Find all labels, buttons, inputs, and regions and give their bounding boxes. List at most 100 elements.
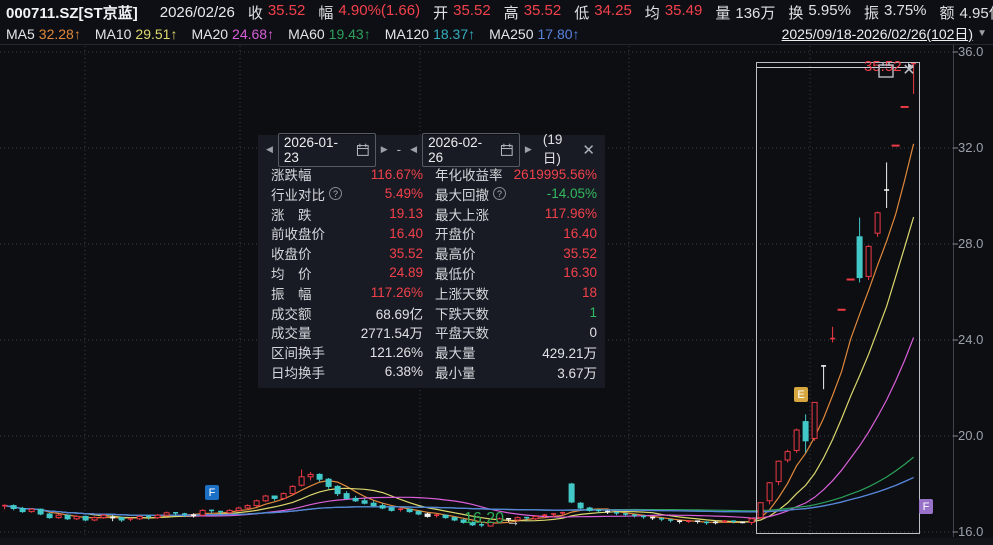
- ma-label: MA10: [94, 25, 132, 42]
- event-badge-e[interactable]: E: [794, 387, 808, 402]
- candle-body: [487, 521, 494, 527]
- stat-value: 24.89: [389, 265, 423, 281]
- ma-value: 17.80↑: [537, 25, 580, 42]
- stat-label: 最大量: [435, 346, 476, 362]
- stat-label: 区间换手: [271, 346, 325, 362]
- stat-lowest-price: 最低价 16.30: [423, 263, 597, 283]
- panel-close-icon[interactable]: ✕: [582, 141, 595, 159]
- y-axis-label: 32.0: [958, 140, 984, 155]
- stat-label: 成交额: [271, 306, 312, 322]
- stat-label: 涨 跌: [271, 207, 312, 223]
- stat-value: 35.52: [389, 245, 423, 261]
- stat-value: 6.38%: [384, 364, 423, 380]
- stat-up-days: 上涨天数 18: [423, 283, 597, 303]
- candle-body: [811, 401, 818, 439]
- ma-value: 18.37↑: [433, 25, 476, 42]
- candle-body: [775, 460, 782, 483]
- topbar-field-change: 幅 4.90%(1.66): [318, 2, 420, 23]
- start-date-next-icon[interactable]: ▶: [380, 144, 388, 154]
- candle-body: [199, 509, 206, 516]
- stat-max-drawdown: 最大回撤? -14.05%: [423, 184, 597, 204]
- ma-value: 19.43↑: [328, 25, 371, 42]
- ma60-legend[interactable]: MA60 19.43↑: [288, 26, 371, 42]
- field-label: 幅: [318, 4, 334, 22]
- stat-value: 19.13: [389, 206, 423, 222]
- ma20-legend[interactable]: MA20 24.68↑: [191, 26, 274, 42]
- stat-avg-price: 均 价 24.89: [271, 263, 423, 283]
- calendar-icon: [501, 143, 513, 156]
- help-icon[interactable]: ?: [329, 187, 342, 201]
- calendar-icon: [357, 143, 369, 156]
- field-value: 5.95%: [808, 1, 851, 19]
- candle-body: [757, 502, 764, 519]
- range-stats-rows: 涨跌幅 116.67% 年化收益率 2619995.56% 行业对比? 5.49% 最大回撤…: [258, 164, 605, 382]
- event-badge-f[interactable]: F: [205, 485, 219, 500]
- candle-body: [406, 508, 413, 513]
- stat-value: 16.40: [389, 225, 423, 241]
- ma-label: MA5: [6, 25, 35, 42]
- ma10-legend[interactable]: MA10 29.51↑: [95, 26, 178, 42]
- high-price-line: [757, 67, 910, 68]
- candle-body: [568, 483, 575, 503]
- stat-value: 16.30: [563, 265, 597, 281]
- high-price-label: 35.52: [864, 58, 902, 75]
- candle-body: [352, 497, 359, 502]
- start-date-picker[interactable]: 2026-01-23: [277, 132, 376, 167]
- stat-range-turnover: 区间换手 121.26%: [271, 342, 423, 362]
- stat-label: 均 价: [271, 266, 312, 282]
- field-label: 低: [574, 4, 590, 22]
- stat-daily-turnover: 日均换手 6.38%: [271, 362, 423, 382]
- candle-body: [289, 485, 296, 495]
- end-date-picker[interactable]: 2026-02-26: [422, 132, 520, 167]
- help-icon[interactable]: ?: [493, 187, 506, 201]
- stat-close-price: 收盘价 35.52: [271, 243, 423, 263]
- candle-body: [154, 514, 161, 519]
- stat-value: 2619995.56%: [513, 166, 597, 182]
- stat-label: 日均换手: [271, 365, 325, 381]
- stat-industry-compare: 行业对比? 5.49%: [271, 184, 423, 204]
- ma250-legend[interactable]: MA250 17.80↑: [489, 26, 579, 42]
- field-label: 振: [863, 4, 879, 22]
- stat-value: 3.67万: [557, 365, 597, 381]
- range-stats-header: ◀ 2026-01-23 ▶ - ◀ 2026-02-26 ▶ (19日) ✕: [258, 132, 605, 167]
- stat-value: 1: [589, 305, 597, 321]
- end-date-value: 2026-02-26: [428, 134, 483, 165]
- candle-body: [226, 509, 233, 514]
- event-badge-f[interactable]: F: [919, 499, 933, 514]
- region-close-icon[interactable]: ✕: [902, 62, 916, 79]
- field-value: 4.90%(1.66): [338, 1, 421, 19]
- end-date-next-icon[interactable]: ▶: [524, 144, 532, 154]
- stat-label: 上涨天数: [435, 286, 489, 302]
- stat-value: 0: [589, 324, 597, 340]
- low-price-arrow-icon: →: [506, 513, 520, 529]
- candle-body: [856, 236, 863, 279]
- stat-label: 最高价: [435, 247, 476, 263]
- start-date-prev-icon[interactable]: ◀: [266, 144, 273, 154]
- ma5-legend[interactable]: MA5 32.28↑: [6, 26, 81, 42]
- y-axis-label: 24.0: [958, 332, 984, 347]
- stat-volume: 成交量 2771.54万: [271, 322, 423, 342]
- candle-body: [586, 507, 593, 511]
- y-axis-label: 28.0: [958, 236, 984, 251]
- field-value: 4.95亿: [959, 4, 993, 22]
- candle-body: [793, 429, 800, 451]
- stock-code[interactable]: 000711.SZ[ST京蓝]: [6, 4, 138, 22]
- stat-label: 年化收益率: [435, 168, 503, 183]
- date-range-text: 2025/09/18-2026/02/26(102日): [781, 25, 974, 42]
- region-calendar-icon[interactable]: [876, 60, 896, 80]
- stat-label: 最小量: [435, 365, 476, 381]
- candle-body: [118, 517, 125, 521]
- date-range-selector[interactable]: 2025/09/18-2026/02/26(102日) ▼: [782, 24, 987, 44]
- stat-value: 68.69亿: [375, 306, 423, 322]
- topbar-field-volume: 量 136万: [715, 2, 775, 23]
- stat-label: 下跌天数: [435, 306, 489, 322]
- bottom-strip: [0, 538, 993, 545]
- ma-label: MA60: [288, 25, 325, 42]
- stat-label: 振 幅: [271, 286, 312, 302]
- stat-label: 成交量: [271, 326, 312, 342]
- end-date-prev-icon[interactable]: ◀: [410, 144, 418, 154]
- ma120-legend[interactable]: MA120 18.37↑: [385, 26, 475, 42]
- stat-label: 最大上涨: [435, 207, 489, 223]
